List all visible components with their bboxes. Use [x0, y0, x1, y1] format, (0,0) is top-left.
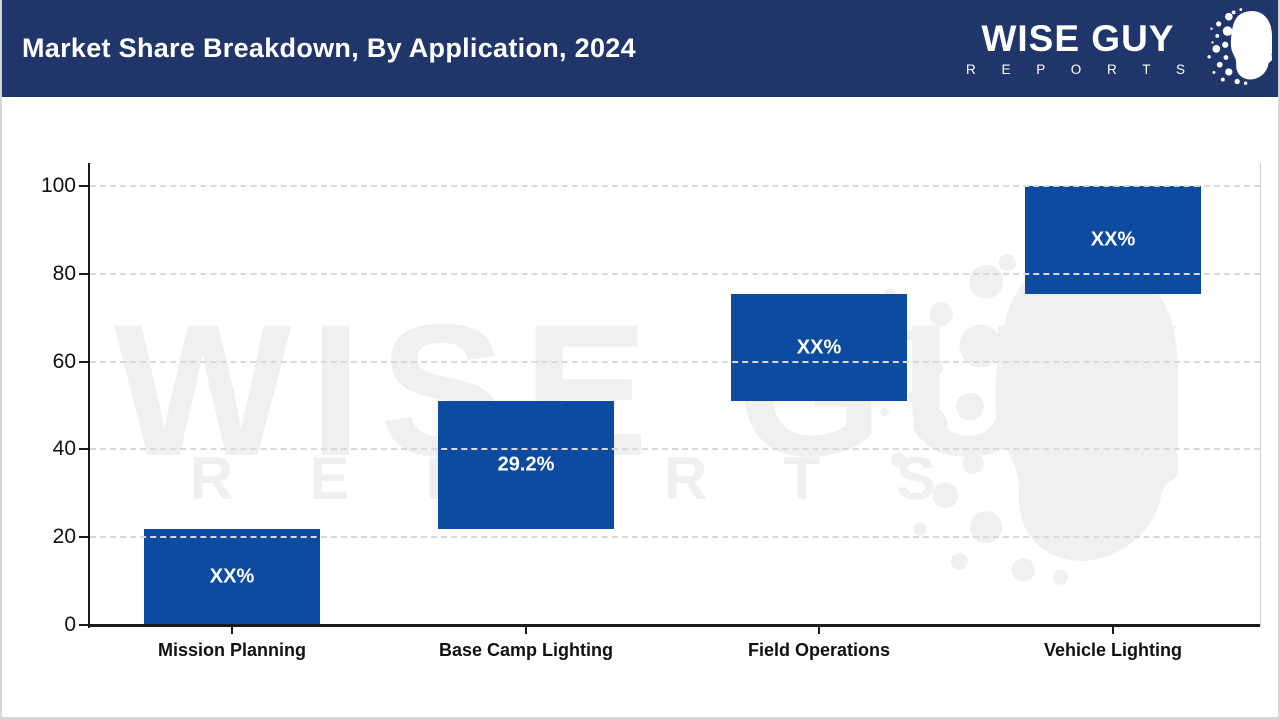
wise-guy-logo: WISE GUY R E P O R T S	[960, 5, 1278, 92]
gridline-y60	[90, 360, 1260, 363]
y-tick-mark	[79, 624, 88, 626]
x-category-label: Mission Planning	[157, 640, 307, 660]
x-tick-mark	[231, 627, 233, 634]
bar-mission-planning	[144, 529, 320, 625]
x-category-label: Field Operations	[747, 640, 891, 660]
logo-wordmark: WISE GUY	[981, 18, 1175, 60]
bar-base-camp-lighting	[438, 401, 614, 530]
watermark-face-graphic	[858, 212, 1198, 617]
x-category-label: Base Camp Lighting	[438, 640, 614, 660]
logo-text: WISE GUY R E P O R T S	[960, 20, 1196, 77]
gridline-y40	[90, 448, 1260, 451]
gridline-y20	[90, 536, 1260, 539]
x-axis-line	[88, 624, 1260, 627]
header-bar: Market Share Breakdown, By Application, …	[2, 0, 1278, 97]
y-tick-label: 0	[64, 613, 76, 636]
y-tick-label: 100	[40, 174, 76, 197]
y-axis-line	[88, 163, 90, 628]
right-border-line	[1260, 163, 1261, 626]
bar-value-label: XX%	[796, 336, 842, 359]
x-tick-mark	[525, 627, 527, 634]
logo-face-icon	[1200, 5, 1277, 92]
y-tick-label: 80	[52, 261, 76, 285]
gridline-y100	[90, 185, 1260, 187]
y-tick-mark	[79, 448, 88, 451]
bar-vehicle-lighting	[1025, 186, 1201, 294]
bar-field-operations	[731, 293, 907, 402]
y-tick-mark	[79, 360, 88, 363]
x-category-label: Vehicle Lighting	[1043, 640, 1183, 660]
y-tick-mark	[79, 272, 88, 275]
bar-value-label: XX%	[209, 565, 255, 588]
bar-value-label: XX%	[1090, 228, 1136, 251]
y-tick-label: 20	[52, 525, 76, 549]
y-tick-label: 60	[52, 349, 76, 373]
logo-subtitle: R E P O R T S	[965, 62, 1196, 78]
x-tick-mark	[818, 627, 820, 634]
page-title: Market Share Breakdown, By Application, …	[22, 33, 636, 63]
gridline-y80	[90, 272, 1260, 275]
x-tick-mark	[1112, 627, 1114, 634]
bar-value-label: 29.2%	[497, 453, 555, 476]
y-tick-label: 40	[52, 437, 76, 461]
y-tick-mark	[79, 536, 88, 539]
y-tick-mark	[79, 185, 88, 187]
